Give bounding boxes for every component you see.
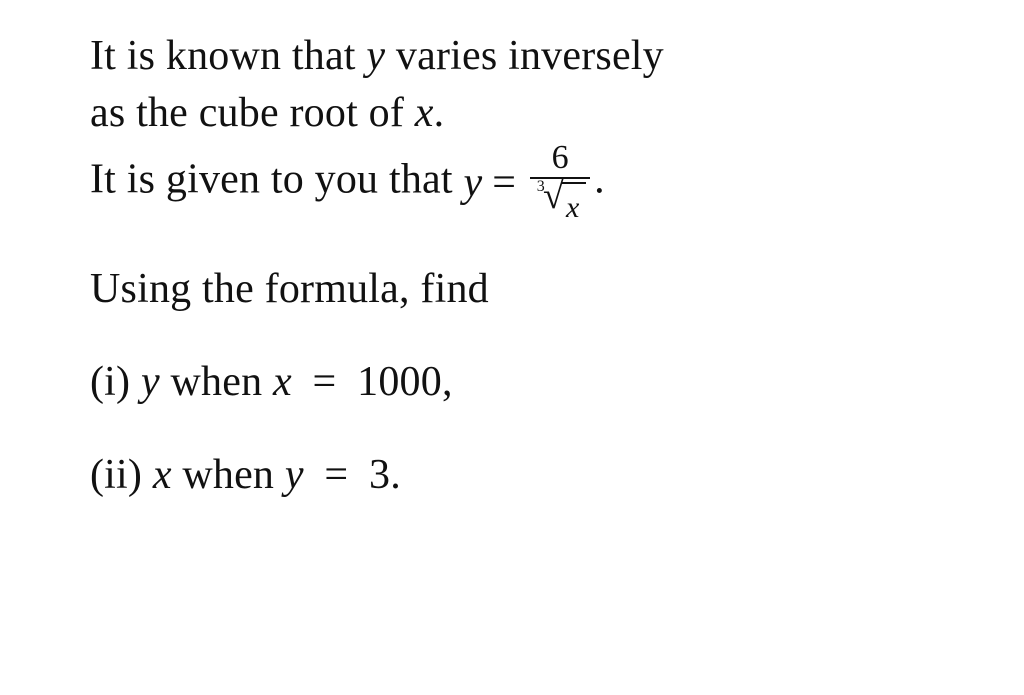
- text-fragment: varies inversely: [385, 33, 664, 79]
- text-fragment: .: [390, 452, 401, 498]
- cube-root: 3 √ x: [537, 181, 584, 225]
- variable-x: x: [153, 452, 172, 498]
- variable-y: y: [285, 452, 304, 498]
- radical-sign: √: [543, 181, 564, 211]
- text-fragment: when: [160, 359, 273, 405]
- text-fragment: as the cube root of: [90, 90, 415, 136]
- equals-sign: =: [313, 359, 337, 405]
- numerator: 6: [548, 141, 573, 177]
- part-label: (ii): [90, 452, 153, 498]
- variable-x: x: [415, 90, 434, 136]
- text-fragment: It is known that: [90, 33, 366, 79]
- part-i: (i) y when x = 1000,: [90, 354, 934, 411]
- text-fragment: Using the formula, find: [90, 266, 489, 312]
- text-fragment: ,: [442, 359, 453, 405]
- part-ii: (ii) x when y = 3.: [90, 447, 934, 504]
- text-fragment: It is given to you that: [90, 157, 463, 203]
- variable-x: x: [273, 359, 292, 405]
- problem-text: It is known that y varies inversely as t…: [0, 0, 1024, 537]
- variable-y: y: [366, 33, 385, 79]
- denominator: 3 √ x: [537, 179, 584, 225]
- prompt-line: Using the formula, find: [90, 261, 934, 318]
- equals-sign: =: [492, 155, 516, 212]
- value: 1000: [357, 359, 442, 405]
- fraction: 6 3 √ x: [530, 141, 590, 225]
- vinculum: [562, 182, 586, 184]
- given-line: It is given to you that y = 6 3 √ x: [90, 141, 934, 225]
- intro-line-1: It is known that y varies inversely: [90, 28, 934, 85]
- value: 3: [369, 452, 390, 498]
- part-label: (i): [90, 359, 141, 405]
- text-fragment: .: [594, 157, 605, 203]
- equals-sign: =: [324, 452, 348, 498]
- intro-line-2: as the cube root of x.: [90, 85, 934, 142]
- radicand-wrap: x: [564, 181, 584, 225]
- radicand: x: [564, 187, 584, 224]
- variable-y: y: [463, 155, 482, 212]
- equation-formula: y = 6 3 √ x: [463, 141, 594, 225]
- text-fragment: .: [434, 90, 445, 136]
- variable-y: y: [141, 359, 160, 405]
- text-fragment: when: [172, 452, 285, 498]
